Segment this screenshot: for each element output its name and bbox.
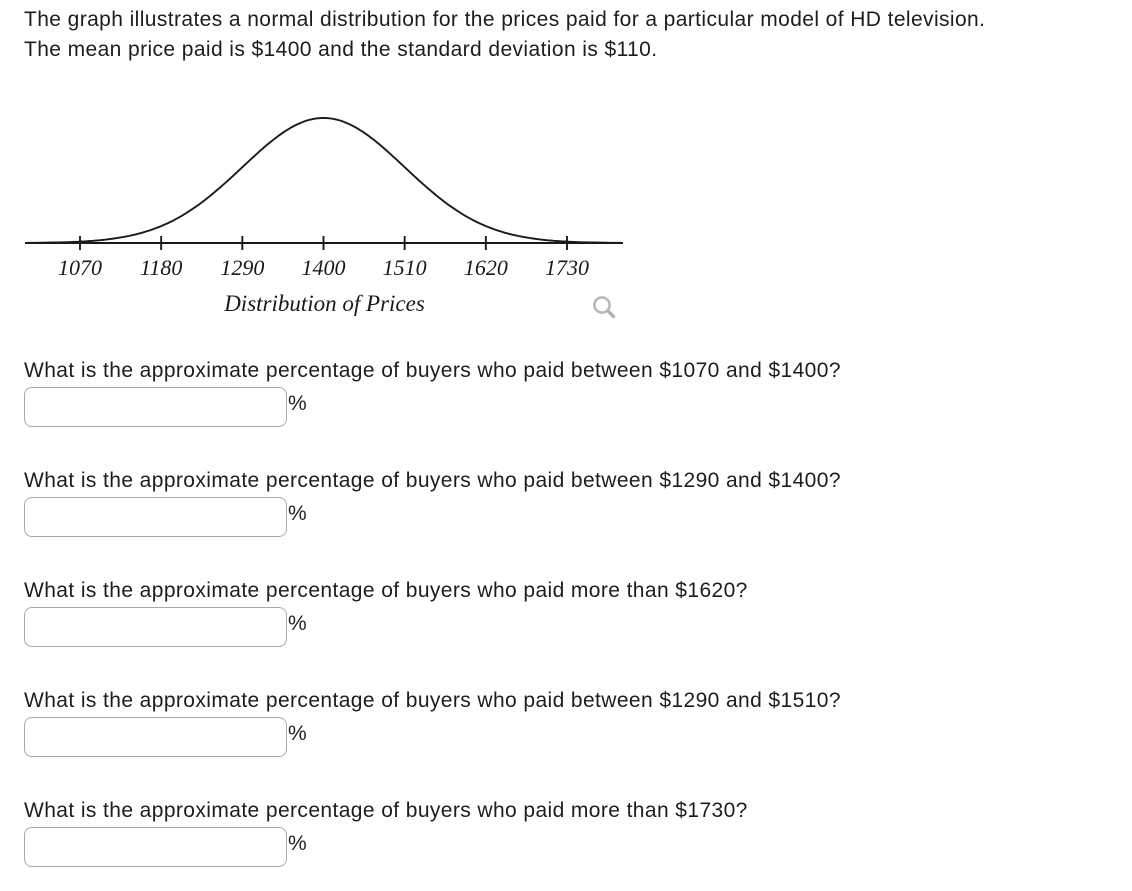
problem-page: The graph illustrates a normal distribut… [0, 5, 1132, 867]
answer-input-5[interactable] [24, 827, 287, 867]
question-block-4: What is the approximate percentage of bu… [24, 687, 1108, 757]
question-block-2: What is the approximate percentage of bu… [24, 467, 1108, 537]
question-text: What is the approximate percentage of bu… [24, 579, 748, 602]
answer-input-3[interactable] [24, 607, 287, 647]
question-text: What is the approximate percentage of bu… [24, 689, 841, 712]
percent-label: % [288, 722, 307, 745]
question-text: What is the approximate percentage of bu… [24, 359, 841, 382]
answer-input-4[interactable] [24, 717, 287, 757]
answer-input-2[interactable] [24, 497, 287, 537]
svg-text:1070: 1070 [58, 255, 102, 280]
percent-label: % [288, 612, 307, 635]
problem-statement: The graph illustrates a normal distribut… [24, 8, 986, 61]
question-block-1: What is the approximate percentage of bu… [24, 357, 1108, 427]
svg-text:1180: 1180 [140, 255, 182, 280]
magnify-icon[interactable] [590, 293, 620, 323]
percent-label: % [288, 832, 307, 855]
answer-row: % [24, 827, 1108, 867]
svg-text:Distribution of Prices: Distribution of Prices [223, 291, 425, 316]
answer-row: % [24, 717, 1108, 757]
distribution-graph: 1070 1180 1290 1400 1510 1620 1730 Distribution… [0, 90, 660, 330]
percent-label: % [288, 502, 307, 525]
answer-row: % [24, 607, 1108, 647]
svg-text:1290: 1290 [220, 255, 264, 280]
question-block-5: What is the approximate percentage of bu… [24, 797, 1108, 867]
svg-text:1620: 1620 [464, 255, 508, 280]
svg-text:1730: 1730 [545, 255, 589, 280]
question-block-3: What is the approximate percentage of bu… [24, 577, 1108, 647]
answer-row: % [24, 497, 1108, 537]
svg-text:1400: 1400 [302, 255, 346, 280]
magnifying-glass-icon [593, 296, 616, 319]
question-text: What is the approximate percentage of bu… [24, 799, 748, 822]
distribution-plot: 1070 1180 1290 1400 1510 1620 1730 Distribution… [25, 117, 623, 316]
question-text: What is the approximate percentage of bu… [24, 469, 841, 492]
svg-text:1510: 1510 [383, 255, 427, 280]
percent-label: % [288, 392, 307, 415]
answer-input-1[interactable] [24, 387, 287, 427]
answer-row: % [24, 387, 1108, 427]
